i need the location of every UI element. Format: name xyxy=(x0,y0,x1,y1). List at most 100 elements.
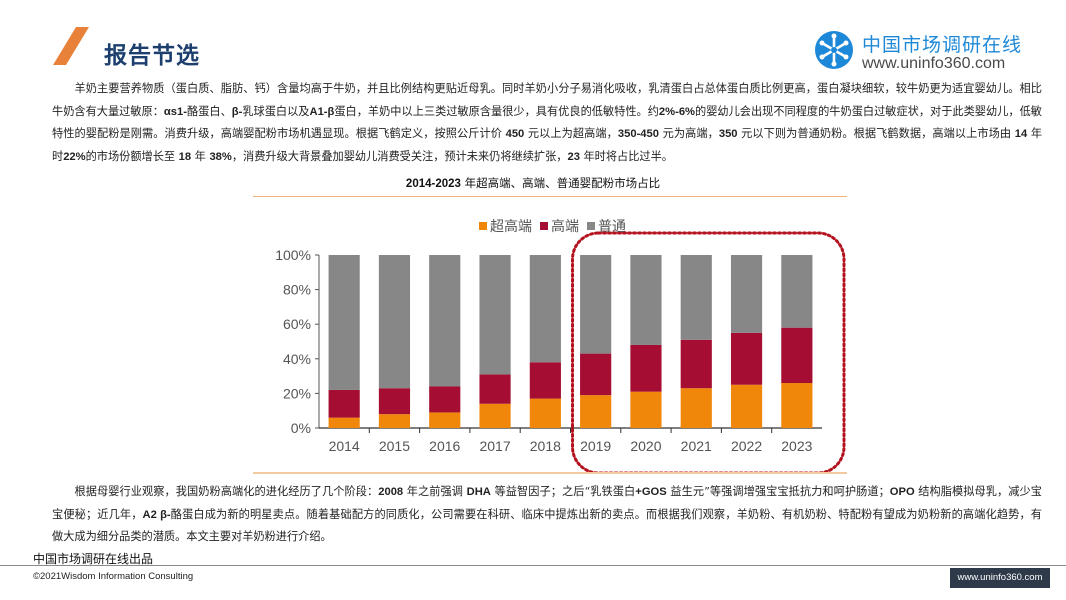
stacked-bar-chart: 超高端 高端 普通 0% 20% 40% 60% 80% 100% 2014 2015 2016 20… xyxy=(253,200,853,475)
bar-segment xyxy=(328,389,360,418)
legend-label: 超高端 xyxy=(490,219,532,235)
bar-segment xyxy=(580,255,612,354)
emphasis-text: 23 xyxy=(567,150,580,163)
bar-segment xyxy=(429,255,461,387)
bar-segment xyxy=(479,255,511,375)
y-tick-label: 0% xyxy=(291,420,311,436)
bar-segment xyxy=(580,353,612,396)
legend-swatch xyxy=(587,222,595,230)
emphasis-text: 22% xyxy=(63,150,86,163)
legend-swatch xyxy=(479,222,487,230)
legend-item: 普通 xyxy=(587,216,626,236)
x-tick-label: 2016 xyxy=(429,438,460,454)
chart-bottom-divider xyxy=(253,472,847,474)
x-tick-label: 2014 xyxy=(329,438,360,454)
bar-segment xyxy=(378,388,411,415)
legend-swatch xyxy=(540,222,548,230)
legend-label: 普通 xyxy=(598,219,626,235)
body-text: 的婴幼儿会出现不同程度的牛奶蛋白过敏症状，对于此类婴幼儿，低敏特性的婴配粉是刚需… xyxy=(52,104,1042,141)
bar-segment xyxy=(529,398,561,428)
bar-segment xyxy=(630,344,662,392)
body-text: 根据母婴行业观察，我国奶粉高端化的进化经历了几个阶段： xyxy=(74,485,379,498)
chart-legend: 超高端 高端 普通 xyxy=(479,216,634,236)
body-text: ，消费升级大背景叠加婴幼儿消费受关注，预计未来仍将继续扩张， xyxy=(231,149,568,163)
emphasis-text: OPO xyxy=(889,486,915,498)
body-text: 年 xyxy=(191,149,210,163)
emphasis-text: β- xyxy=(231,105,243,118)
emphasis-text: 38% xyxy=(209,150,232,163)
emphasis-text: A2 β- xyxy=(142,508,171,521)
chart-top-divider xyxy=(253,196,847,197)
emphasis-text: 2%-6% xyxy=(658,105,695,118)
bar-segment xyxy=(630,255,662,345)
bar-segment xyxy=(479,403,511,428)
bar-segment xyxy=(680,255,712,340)
emphasis-text: 2008 xyxy=(378,486,404,498)
x-tick-label: 2022 xyxy=(731,438,762,454)
body-text: 酪蛋白、 xyxy=(186,104,232,118)
y-tick-label: 40% xyxy=(283,351,311,367)
x-tick-label: 2019 xyxy=(580,438,611,454)
legend-item: 超高端 xyxy=(479,216,532,236)
body-text: 酪蛋白成为新的明星卖点。随着基础配方的同质化，公司需要在科研、临床中提炼出新的卖… xyxy=(52,507,1042,544)
body-text: 乳球蛋白以及 xyxy=(242,104,310,118)
bar-segment xyxy=(781,383,813,428)
x-tick-label: 2021 xyxy=(681,438,712,454)
body-text: 蛋白，羊奶中以上三类过敏原含量很少，具有优良的低敏特性。约 xyxy=(334,104,659,118)
body-text: 结构脂模拟母乳，减少宝宝便秘；近几年， xyxy=(52,485,1042,521)
y-tick-label: 100% xyxy=(275,247,311,263)
body-text: 年之前强调 xyxy=(403,485,467,498)
body-text: 等益智因子；之后“乳铁蛋白 xyxy=(490,485,636,498)
x-tick-label: 2018 xyxy=(530,438,561,454)
bar-segment xyxy=(328,255,360,390)
emphasis-text: αs1- xyxy=(163,105,187,118)
page-title: 报告节选 xyxy=(104,43,200,69)
x-tick-label: 2020 xyxy=(630,438,661,454)
bar-segment xyxy=(680,388,712,428)
body-text: 年时将占比过半。 xyxy=(579,149,673,163)
x-tick-label: 2023 xyxy=(781,438,812,454)
emphasis-text: 14 xyxy=(1014,128,1028,140)
emphasis-text: +GOS xyxy=(635,486,667,498)
bar-segment xyxy=(479,374,511,404)
logo-name: 中国市场调研在线 xyxy=(862,34,1023,56)
bar-segment xyxy=(378,414,411,428)
emphasis-text: 350 xyxy=(718,128,738,140)
bar-segment xyxy=(580,395,612,428)
bar-segment xyxy=(328,417,360,428)
chart-title-text: 年超高端、高端、普通婴配粉市场占比 xyxy=(460,176,661,190)
conclusion-paragraph: 根据母婴行业观察，我国奶粉高端化的进化经历了几个阶段：2008 年之前强调 DH… xyxy=(52,481,1042,549)
y-tick-label: 20% xyxy=(283,385,311,401)
bar-segment xyxy=(781,327,813,384)
emphasis-text: DHA xyxy=(466,486,491,498)
emphasis-text: 350-450 xyxy=(617,128,659,140)
x-tick-label: 2015 xyxy=(379,438,410,454)
body-text: 的市场份额增长至 xyxy=(85,149,179,163)
bar-segment xyxy=(781,255,813,328)
bar-segment xyxy=(730,255,763,333)
snowflake-logo-icon xyxy=(815,31,853,69)
bar-segment xyxy=(730,332,763,385)
body-text: 年时 xyxy=(52,127,1043,163)
body-text: 元以下则为普通奶粉。根据飞鹤数据，高端以上市场由 xyxy=(737,127,1015,140)
chart-title: 2014-2023 年超高端、高端、普通婴配粉市场占比 xyxy=(0,175,1066,191)
body-text: 元以上为超高端， xyxy=(524,127,618,140)
body-text: 羊奶主要营养物质（蛋白质、脂肪、钙）含量均高于牛奶，并且比例结构更贴近母乳。同时… xyxy=(52,82,1042,118)
x-tick-label: 2017 xyxy=(479,438,510,454)
footer-url-badge[interactable]: www.uninfo360.com xyxy=(950,568,1050,588)
y-tick-label: 60% xyxy=(283,316,311,332)
footer-copyright: ©2021Wisdom Information Consulting xyxy=(33,571,194,582)
y-tick-label: 80% xyxy=(283,282,311,298)
footer-divider xyxy=(0,565,1066,566)
emphasis-text: A1-β xyxy=(309,105,335,118)
brand-logo: 中国市场调研在线 www.uninfo360.com xyxy=(814,28,1054,76)
legend-item: 高端 xyxy=(540,216,579,236)
bar-segment xyxy=(529,255,561,363)
bar-segment xyxy=(429,412,461,428)
bar-segment xyxy=(630,391,662,428)
bar-segment xyxy=(730,384,763,428)
bar-segment xyxy=(529,362,561,399)
bar-segment xyxy=(429,386,461,413)
chart-title-years: 2014-2023 xyxy=(405,178,461,190)
intro-paragraph: 羊奶主要营养物质（蛋白质、脂肪、钙）含量均高于牛奶，并且比例结构更贴近母乳。同时… xyxy=(52,78,1042,168)
